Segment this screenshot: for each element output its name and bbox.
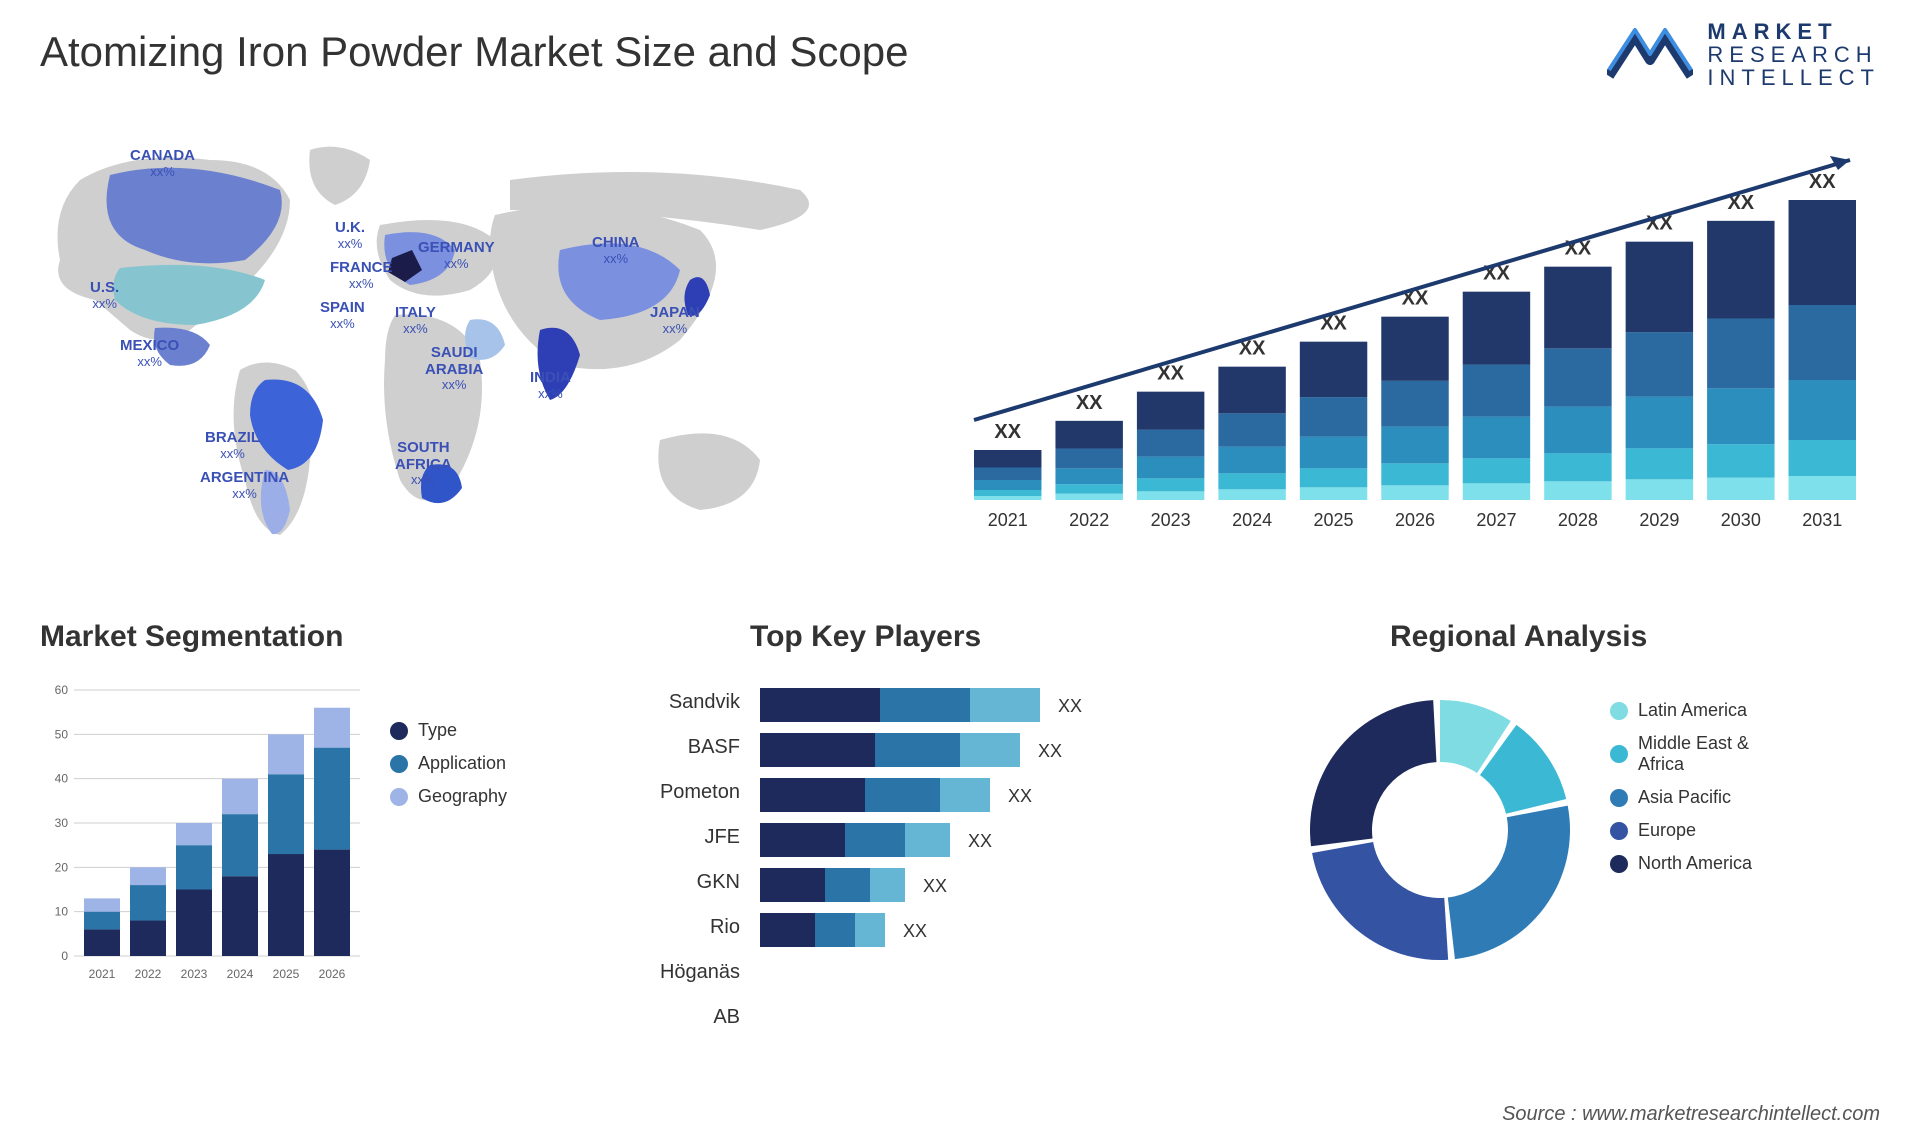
player-name: Höganäs AB bbox=[630, 950, 740, 1040]
player-name: JFE bbox=[630, 815, 740, 860]
map-label-india: INDIAxx% bbox=[530, 370, 571, 401]
source-note: Source : www.marketresearchintellect.com bbox=[1502, 1103, 1880, 1126]
svg-text:XX: XX bbox=[903, 921, 927, 941]
segmentation-heading: Market Segmentation bbox=[40, 620, 343, 654]
growth-chart: XX2021XX2022XX2023XX2024XX2025XX2026XX20… bbox=[960, 140, 1870, 540]
map-label-u-s-: U.S.xx% bbox=[90, 280, 119, 311]
svg-text:XX: XX bbox=[1038, 741, 1062, 761]
svg-text:XX: XX bbox=[994, 421, 1021, 443]
map-label-japan: JAPANxx% bbox=[650, 305, 700, 336]
player-name: GKN bbox=[630, 860, 740, 905]
map-label-france: FRANCExx% bbox=[330, 260, 393, 291]
svg-text:XX: XX bbox=[923, 876, 947, 896]
regional-panel: Regional Analysis Latin America Middle Ea… bbox=[1290, 620, 1890, 990]
logo-line1: MARKET bbox=[1707, 20, 1880, 43]
region-legend-item: Asia Pacific bbox=[1610, 787, 1752, 808]
svg-text:XX: XX bbox=[1008, 786, 1032, 806]
player-name: Rio bbox=[630, 905, 740, 950]
svg-text:2031: 2031 bbox=[1802, 510, 1842, 530]
svg-text:10: 10 bbox=[55, 905, 69, 919]
segmentation-panel: Market Segmentation 0 10 20 30 40 50 60 2021 202… bbox=[40, 620, 580, 990]
svg-text:2023: 2023 bbox=[181, 967, 208, 981]
region-legend-item: Middle East &Africa bbox=[1610, 733, 1752, 775]
map-label-spain: SPAINxx% bbox=[320, 300, 365, 331]
svg-text:2025: 2025 bbox=[273, 967, 300, 981]
svg-text:2024: 2024 bbox=[227, 967, 254, 981]
players-name-list: SandvikBASFPometonJFEGKNRioHöganäs AB bbox=[630, 680, 740, 1040]
svg-text:50: 50 bbox=[55, 727, 69, 741]
svg-text:XX: XX bbox=[968, 831, 992, 851]
svg-text:60: 60 bbox=[55, 683, 69, 697]
svg-text:2024: 2024 bbox=[1232, 510, 1272, 530]
map-label-canada: CANADAxx% bbox=[130, 148, 195, 179]
regional-heading: Regional Analysis bbox=[1390, 620, 1647, 654]
map-label-saudi-arabia: SAUDIARABIAxx% bbox=[425, 345, 483, 392]
logo-swoosh-icon bbox=[1607, 22, 1693, 88]
seg-legend-item: Application bbox=[390, 753, 507, 774]
region-legend-item: Latin America bbox=[1610, 700, 1752, 721]
player-name: Pometon bbox=[630, 770, 740, 815]
svg-text:2021: 2021 bbox=[89, 967, 116, 981]
seg-legend-item: Type bbox=[390, 720, 507, 741]
world-map-svg bbox=[40, 120, 900, 550]
region-legend-item: North America bbox=[1610, 853, 1752, 874]
svg-text:2026: 2026 bbox=[319, 967, 346, 981]
map-label-brazil: BRAZILxx% bbox=[205, 430, 260, 461]
logo-line2: RESEARCH bbox=[1707, 43, 1880, 66]
svg-text:XX: XX bbox=[1058, 696, 1082, 716]
map-label-italy: ITALYxx% bbox=[395, 305, 436, 336]
world-map: CANADAxx% U.S.xx%MEXICOxx% BRAZILxx% ARGENT… bbox=[40, 120, 900, 540]
region-legend-item: Europe bbox=[1610, 820, 1752, 841]
svg-text:2021: 2021 bbox=[988, 510, 1028, 530]
svg-text:40: 40 bbox=[55, 772, 69, 786]
svg-text:0: 0 bbox=[61, 949, 68, 963]
svg-text:XX: XX bbox=[1809, 171, 1836, 193]
svg-text:2022: 2022 bbox=[135, 967, 162, 981]
player-name: BASF bbox=[630, 725, 740, 770]
player-name: Sandvik bbox=[630, 680, 740, 725]
map-label-china: CHINAxx% bbox=[592, 235, 640, 266]
key-players-panel: Top Key Players SandvikBASFPometonJFEGKN… bbox=[630, 620, 1250, 990]
svg-text:2030: 2030 bbox=[1721, 510, 1761, 530]
page-title: Atomizing Iron Powder Market Size and Sc… bbox=[40, 28, 908, 76]
svg-text:2023: 2023 bbox=[1151, 510, 1191, 530]
brand-logo: MARKET RESEARCH INTELLECT bbox=[1607, 20, 1880, 89]
svg-text:20: 20 bbox=[55, 860, 69, 874]
svg-text:2029: 2029 bbox=[1639, 510, 1679, 530]
seg-legend-item: Geography bbox=[390, 786, 507, 807]
map-label-mexico: MEXICOxx% bbox=[120, 338, 179, 369]
players-heading: Top Key Players bbox=[750, 620, 981, 654]
map-label-argentina: ARGENTINAxx% bbox=[200, 470, 289, 501]
svg-text:2026: 2026 bbox=[1395, 510, 1435, 530]
svg-text:30: 30 bbox=[55, 816, 69, 830]
map-label-south-africa: SOUTHAFRICAxx% bbox=[395, 440, 452, 487]
svg-text:2025: 2025 bbox=[1314, 510, 1354, 530]
map-label-germany: GERMANYxx% bbox=[418, 240, 495, 271]
svg-text:2027: 2027 bbox=[1476, 510, 1516, 530]
logo-line3: INTELLECT bbox=[1707, 66, 1880, 89]
map-label-u-k-: U.K.xx% bbox=[335, 220, 365, 251]
svg-text:2028: 2028 bbox=[1558, 510, 1598, 530]
svg-text:2022: 2022 bbox=[1069, 510, 1109, 530]
svg-text:XX: XX bbox=[1076, 392, 1103, 414]
